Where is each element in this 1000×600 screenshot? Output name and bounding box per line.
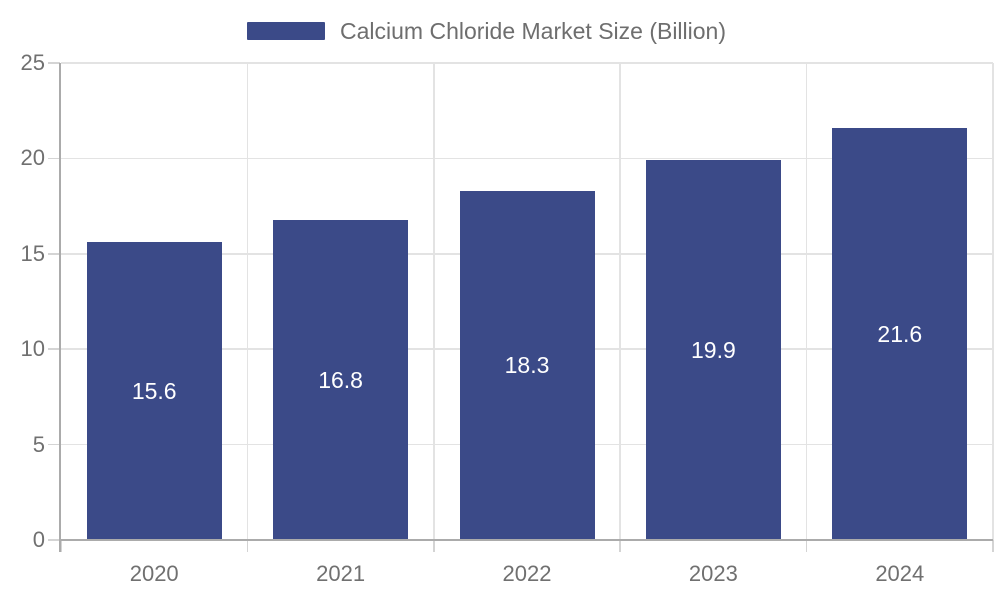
y-tick-label: 10 bbox=[20, 336, 45, 362]
gridline-vertical bbox=[805, 63, 808, 540]
y-tick-label: 20 bbox=[20, 145, 45, 171]
bar-value-label: 16.8 bbox=[318, 366, 363, 393]
plot-area: 15.6 16.8 18.3 19.9 21.6 bbox=[61, 62, 994, 540]
x-tick-label: 2022 bbox=[502, 561, 552, 586]
y-axis-tick bbox=[48, 348, 60, 350]
y-axis-tick bbox=[48, 443, 60, 446]
x-tick-label: 2021 bbox=[316, 561, 366, 586]
gridline-vertical bbox=[619, 63, 621, 540]
bar-value-label: 21.6 bbox=[877, 320, 923, 347]
y-axis-tick bbox=[48, 157, 60, 160]
y-tick-label: 25 bbox=[20, 50, 45, 75]
y-axis-tick bbox=[48, 62, 60, 64]
bar-value-label: 15.6 bbox=[131, 378, 177, 405]
x-axis-tick bbox=[246, 540, 249, 552]
gridline-vertical bbox=[992, 63, 994, 540]
y-tick-label: 5 bbox=[32, 431, 45, 457]
gridline-horizontal bbox=[61, 62, 993, 64]
y-axis-line bbox=[59, 63, 61, 552]
x-axis-tick bbox=[433, 540, 435, 552]
bar bbox=[86, 242, 222, 540]
y-tick-label: 0 bbox=[32, 527, 45, 552]
legend-swatch-icon bbox=[247, 22, 325, 40]
gridline-vertical bbox=[433, 63, 435, 540]
x-axis-tick bbox=[992, 540, 994, 552]
x-axis-line bbox=[61, 539, 993, 541]
x-axis-tick bbox=[60, 540, 62, 552]
bar-value-label: 18.3 bbox=[504, 352, 550, 379]
x-axis-tick bbox=[619, 540, 621, 552]
gridline-horizontal bbox=[61, 157, 993, 160]
x-tick-label: 2020 bbox=[129, 561, 179, 586]
bar-value-label: 19.9 bbox=[691, 337, 736, 364]
y-axis-tick bbox=[48, 253, 60, 255]
y-tick-label: 15 bbox=[20, 240, 45, 266]
bar bbox=[645, 160, 781, 540]
x-axis-tick bbox=[805, 540, 808, 552]
x-tick-label: 2024 bbox=[875, 561, 925, 586]
chart-legend[interactable]: Calcium Chloride Market Size (Billion) bbox=[247, 19, 726, 43]
bar bbox=[832, 127, 968, 540]
gridline-vertical bbox=[246, 63, 249, 540]
legend-label: Calcium Chloride Market Size (Billion) bbox=[340, 18, 727, 44]
x-tick-label: 2023 bbox=[688, 561, 738, 586]
y-axis-tick bbox=[48, 539, 60, 541]
bar bbox=[273, 219, 409, 540]
bar bbox=[459, 190, 595, 540]
